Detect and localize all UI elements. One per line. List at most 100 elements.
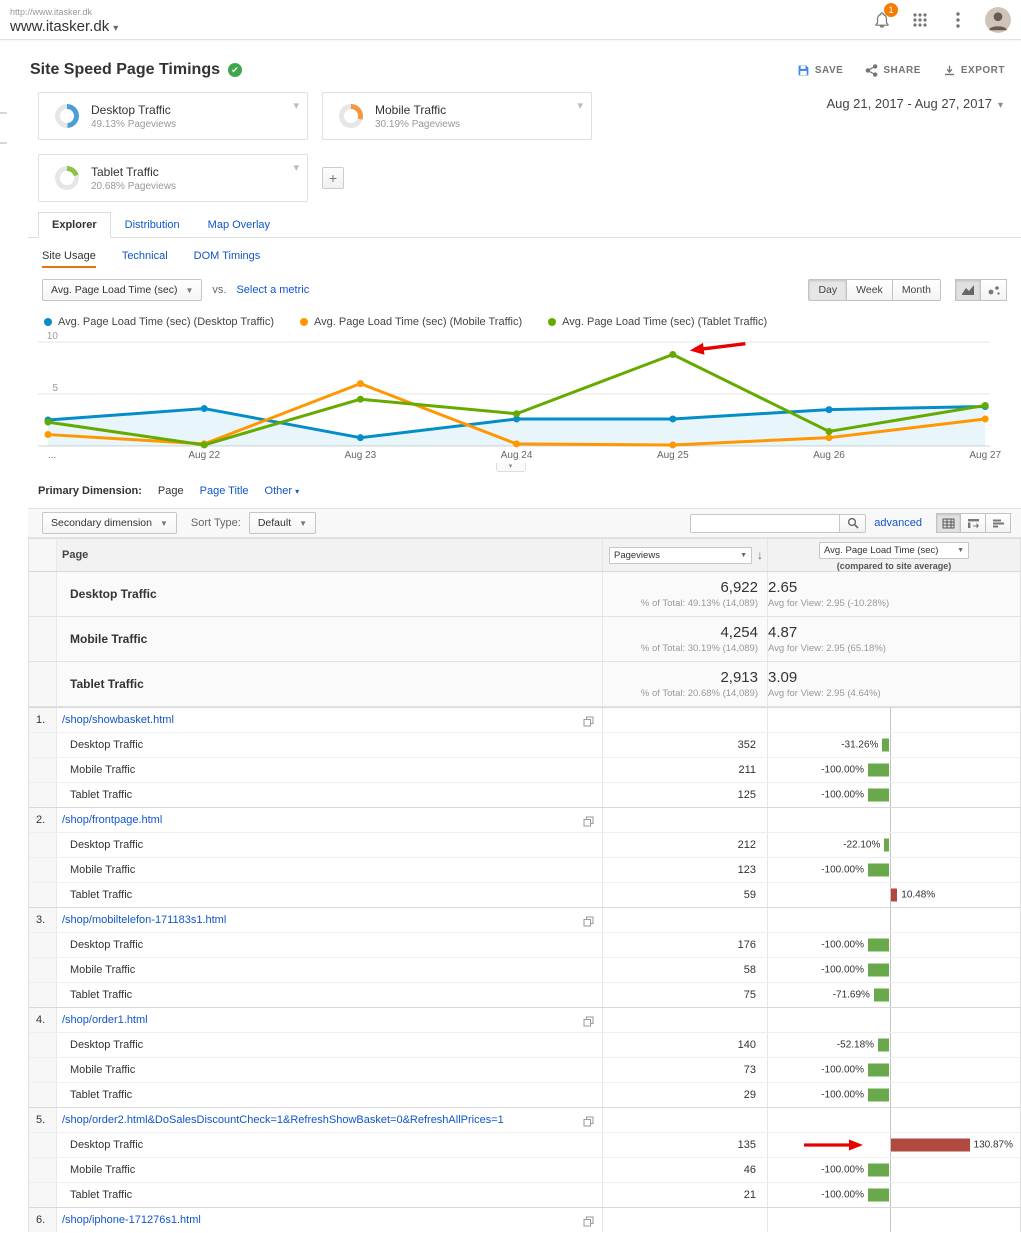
open-report-icon[interactable]: [583, 1014, 594, 1032]
save-button[interactable]: SAVE: [797, 64, 844, 77]
granularity-week-button[interactable]: Week: [847, 279, 893, 301]
row-number-cell: 4.: [29, 1008, 57, 1032]
comparison-bar: [868, 1163, 889, 1177]
svg-text:Aug 24: Aug 24: [501, 450, 533, 461]
account-selector[interactable]: www.itasker.dk ▾: [10, 18, 118, 35]
column-header-page[interactable]: Page: [62, 549, 89, 561]
legend-item-1[interactable]: Avg. Page Load Time (sec) (Mobile Traffi…: [300, 316, 522, 328]
subtab-site-usage[interactable]: Site Usage: [42, 250, 96, 268]
table-header-row: Page Pageviews ▼ ↓ Avg. Page Load Time (s…: [29, 538, 1020, 572]
pivot-view-button[interactable]: [961, 513, 986, 533]
select-metric-link[interactable]: Select a metric: [236, 284, 310, 296]
segment-card-tablet[interactable]: Tablet Traffic 20.68% Pageviews ▾: [38, 154, 308, 202]
search-button[interactable]: [840, 513, 867, 533]
open-report-icon[interactable]: [583, 914, 594, 932]
segment-card-desktop[interactable]: Desktop Traffic 49.13% Pageviews ▾: [38, 92, 308, 140]
segment-donut-icon: [339, 104, 363, 128]
chevron-down-icon[interactable]: ▾: [293, 100, 299, 112]
performance-view-button[interactable]: [986, 513, 1011, 533]
table-view-button[interactable]: [936, 513, 961, 533]
sort-type-label: Sort Type:: [190, 517, 241, 529]
chevron-down-icon[interactable]: ▾: [293, 162, 299, 174]
bar-axis: [890, 1083, 891, 1107]
table-row: Tablet Traffic 21 -100.00%: [29, 1182, 1020, 1207]
dimension-page-title[interactable]: Page Title: [199, 485, 249, 497]
comparison-percent: -52.18%: [836, 1039, 875, 1051]
legend-item-2[interactable]: Avg. Page Load Time (sec) (Tablet Traffi…: [548, 316, 767, 328]
save-icon: [798, 65, 809, 75]
pivot-icon: [967, 518, 979, 528]
tab-map-overlay[interactable]: Map Overlay: [207, 219, 271, 231]
svg-text:Aug 22: Aug 22: [188, 450, 220, 461]
open-report-icon[interactable]: [583, 814, 594, 832]
export-button[interactable]: EXPORT: [943, 64, 1005, 77]
more-menu-button[interactable]: [947, 9, 969, 31]
apps-grid-button[interactable]: [909, 9, 931, 31]
pageviews-value: 125: [602, 783, 767, 807]
granularity-month-button[interactable]: Month: [892, 279, 941, 301]
comparison-bar: [882, 738, 889, 752]
annotation-arrow-icon: [689, 341, 746, 355]
granularity-day-button[interactable]: Day: [808, 279, 848, 301]
line-chart-view-button[interactable]: [955, 279, 981, 301]
page-link[interactable]: /shop/frontpage.html: [62, 814, 163, 826]
subtab-technical[interactable]: Technical: [121, 250, 168, 262]
pageviews-value: 212: [602, 833, 767, 857]
sort-direction-icon[interactable]: ↓: [757, 548, 763, 562]
open-report-icon[interactable]: [583, 1114, 594, 1132]
table-view-buttons: [936, 513, 1011, 533]
bar-axis: [890, 883, 891, 907]
chevron-down-icon: ▼: [957, 547, 964, 554]
primary-dimension-label: Primary Dimension:: [38, 485, 142, 497]
granularity-buttons: Day Week Month: [808, 279, 941, 301]
motion-chart-view-button[interactable]: [981, 279, 1007, 301]
segments-section: Desktop Traffic 49.13% Pageviews ▾ Mobile…: [0, 92, 1021, 212]
share-button[interactable]: SHARE: [865, 63, 921, 77]
summary-label: Desktop Traffic: [70, 587, 157, 601]
page-link[interactable]: /shop/showbasket.html: [62, 714, 174, 726]
secondary-dimension-button[interactable]: Secondary dimension ▼: [42, 512, 177, 534]
comparison-percent: 10.48%: [901, 889, 936, 901]
download-icon: [944, 65, 954, 75]
comparison-bar: [884, 838, 889, 852]
pageviews-column-selector[interactable]: Pageviews ▼: [609, 546, 752, 564]
date-range-selector[interactable]: Aug 21, 2017 - Aug 27, 2017 ▾: [826, 96, 1003, 111]
subtab-dom-timings[interactable]: DOM Timings: [193, 250, 261, 262]
page-link[interactable]: /shop/mobiltelefon-171183s1.html: [62, 914, 227, 926]
avatar[interactable]: [985, 6, 1011, 33]
metric-column-selector[interactable]: Avg. Page Load Time (sec) ▼: [819, 542, 969, 559]
table-row: Mobile Traffic 211 -100.00%: [29, 757, 1020, 782]
tab-explorer[interactable]: Explorer: [38, 212, 111, 238]
chart-canvas[interactable]: 5 10... Aug 22 Aug 23 Aug 24 Aug 25 Aug 26 Aug …: [30, 330, 1005, 462]
chevron-down-icon[interactable]: ▾: [577, 100, 583, 112]
chart-annotations-expander[interactable]: ▾: [495, 463, 526, 472]
comparison-percent: -100.00%: [821, 939, 864, 951]
table-row: Tablet Traffic 59 10.48%: [29, 882, 1020, 907]
comparison-bar: [868, 788, 889, 802]
summary-metric: 3.09: [768, 669, 798, 686]
tab-distribution[interactable]: Distribution: [124, 219, 180, 231]
device-segment-label: Tablet Traffic: [70, 1089, 133, 1101]
timeseries-chart[interactable]: 5 10... Aug 22 Aug 23 Aug 24 Aug 25 Aug 26 Aug …: [30, 330, 1021, 467]
svg-text:5: 5: [52, 383, 58, 394]
dimension-page[interactable]: Page: [157, 485, 184, 497]
advanced-search-link[interactable]: advanced: [874, 517, 922, 529]
notifications-button[interactable]: 1: [871, 2, 898, 31]
sort-type-button[interactable]: Default ▼: [248, 512, 317, 534]
dimension-other[interactable]: Other ▾: [264, 485, 300, 497]
open-report-icon[interactable]: [583, 1214, 594, 1232]
comparison-bar: [878, 1038, 889, 1052]
open-report-icon[interactable]: [583, 714, 594, 732]
legend-item-0[interactable]: Avg. Page Load Time (sec) (Desktop Traff…: [44, 316, 274, 328]
bar-axis: [890, 758, 891, 782]
page-link[interactable]: /shop/order2.html&DoSalesDiscountCheck=1…: [62, 1114, 504, 1126]
pageviews-value: 135: [602, 1133, 767, 1157]
table-search-input[interactable]: [690, 513, 841, 533]
page-link[interactable]: /shop/order1.html: [62, 1014, 148, 1026]
add-segment-button[interactable]: +: [322, 167, 344, 189]
metric-selector[interactable]: Avg. Page Load Time (sec) ▼: [42, 279, 203, 301]
row-number-cell: [29, 1058, 57, 1082]
page-link[interactable]: /shop/iphone-171276s1.html: [62, 1214, 201, 1226]
segment-card-mobile[interactable]: Mobile Traffic 30.19% Pageviews ▾: [322, 92, 592, 140]
row-number-cell: 5.: [29, 1108, 57, 1132]
